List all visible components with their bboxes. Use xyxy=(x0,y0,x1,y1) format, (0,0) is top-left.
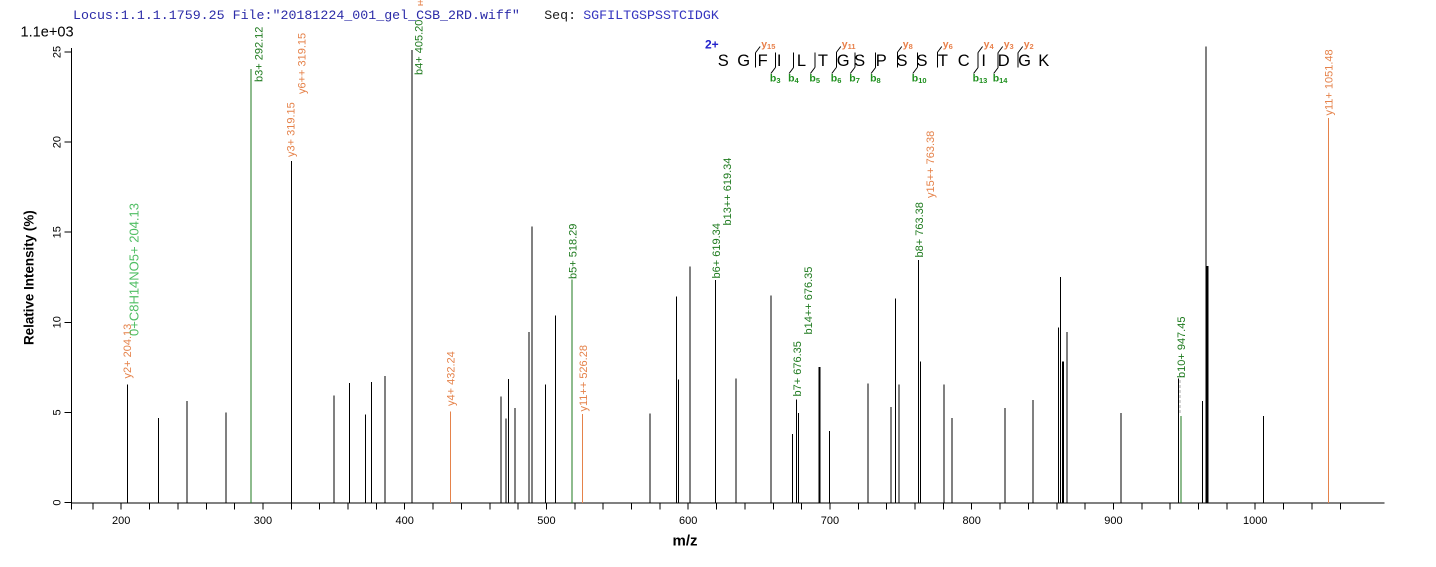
svg-text:800: 800 xyxy=(963,515,981,527)
svg-text:G: G xyxy=(737,52,750,70)
svg-text:I: I xyxy=(777,52,782,70)
svg-text:15: 15 xyxy=(52,226,64,238)
svg-text:y8: y8 xyxy=(903,39,913,52)
svg-text:y11++ 526.28: y11++ 526.28 xyxy=(578,345,590,411)
svg-text:y11: y11 xyxy=(842,39,856,52)
svg-text:25: 25 xyxy=(52,46,64,58)
svg-text:900: 900 xyxy=(1104,515,1122,527)
svg-text:y6: y6 xyxy=(943,39,953,52)
svg-text:y3: y3 xyxy=(1004,39,1014,52)
svg-text:b7+ 676.35: b7+ 676.35 xyxy=(792,341,804,396)
svg-text:P: P xyxy=(876,52,887,70)
svg-text:1000: 1000 xyxy=(1243,515,1267,527)
svg-text:C: C xyxy=(958,52,970,70)
svg-text:Locus:1.1.1.1759.25 File:"2018: Locus:1.1.1.1759.25 File:"20181224_001_g… xyxy=(73,8,520,23)
svg-text:b3+ 292.12: b3+ 292.12 xyxy=(254,27,266,82)
svg-text:b13++ 619.34: b13++ 619.34 xyxy=(722,158,734,226)
svg-text:600: 600 xyxy=(679,515,697,527)
svg-text:y4+ 432.24: y4+ 432.24 xyxy=(446,351,458,406)
svg-text:b6+ 619.34: b6+ 619.34 xyxy=(711,223,723,278)
svg-text:D: D xyxy=(998,52,1010,70)
svg-text:5: 5 xyxy=(52,409,64,415)
svg-text:Relative Intensity (%): Relative Intensity (%) xyxy=(22,210,37,345)
svg-text:b10+ 947.45: b10+ 947.45 xyxy=(1176,317,1188,378)
svg-text:b5: b5 xyxy=(809,73,820,86)
svg-text:G: G xyxy=(1018,52,1031,70)
svg-text:1.1e+03: 1.1e+03 xyxy=(21,24,74,40)
svg-text:F: F xyxy=(758,52,768,70)
svg-text:2+: 2+ xyxy=(705,38,719,52)
svg-text:10: 10 xyxy=(52,316,64,328)
svg-text:b8+ 763.38: b8+ 763.38 xyxy=(914,202,926,257)
svg-text:b7: b7 xyxy=(849,73,860,86)
svg-text:T: T xyxy=(818,52,828,70)
svg-text:b6: b6 xyxy=(831,73,842,86)
svg-text:b4+ 405.20: b4+ 405.20 xyxy=(414,20,426,75)
svg-text:m/z: m/z xyxy=(672,533,697,550)
svg-text:y2: y2 xyxy=(1024,39,1034,52)
svg-text:S: S xyxy=(916,52,927,70)
svg-text:b13: b13 xyxy=(973,73,988,86)
svg-text:y2+ 204.13: y2+ 204.13 xyxy=(122,324,134,379)
svg-text:K: K xyxy=(1038,52,1049,70)
svg-text:y6++ 319.15: y6++ 319.15 xyxy=(297,33,309,94)
svg-text:b14: b14 xyxy=(993,73,1009,86)
svg-text:300: 300 xyxy=(254,515,272,527)
svg-text:Seq:: Seq: xyxy=(544,8,576,23)
svg-text:b14++ 676.35: b14++ 676.35 xyxy=(803,267,815,335)
svg-text:G: G xyxy=(837,52,850,70)
svg-text:b10: b10 xyxy=(912,73,927,86)
svg-text:S: S xyxy=(718,52,729,70)
svg-text:S: S xyxy=(896,52,907,70)
svg-text:0: 0 xyxy=(52,499,64,505)
svg-text:0+C8H14NO5+ 204.13: 0+C8H14NO5+ 204.13 xyxy=(127,203,142,336)
svg-text:b5+ 518.29: b5+ 518.29 xyxy=(568,224,580,279)
svg-text:200: 200 xyxy=(112,515,130,527)
svg-text:y11+ 1051.48: y11+ 1051.48 xyxy=(1324,49,1336,115)
svg-text:700: 700 xyxy=(821,515,839,527)
svg-text:SGFILTGSPSSTCIDGK: SGFILTGSPSSTCIDGK xyxy=(583,8,719,23)
svg-text:S: S xyxy=(854,52,865,70)
svg-text:20: 20 xyxy=(52,136,64,148)
svg-text:y4: y4 xyxy=(984,39,995,52)
svg-text:y15: y15 xyxy=(761,39,775,52)
svg-text:b3: b3 xyxy=(770,73,781,86)
svg-text:L: L xyxy=(797,52,806,70)
svg-text:b4: b4 xyxy=(788,73,799,86)
svg-text:400: 400 xyxy=(396,515,414,527)
svg-text:y3+ 319.15: y3+ 319.15 xyxy=(286,102,298,157)
svg-text:T: T xyxy=(938,52,948,70)
svg-text:500: 500 xyxy=(537,515,555,527)
svg-text:I: I xyxy=(981,52,986,70)
svg-text:b8: b8 xyxy=(870,73,881,86)
svg-text:+: + xyxy=(417,0,423,9)
svg-text:y15++ 763.38: y15++ 763.38 xyxy=(925,131,937,198)
